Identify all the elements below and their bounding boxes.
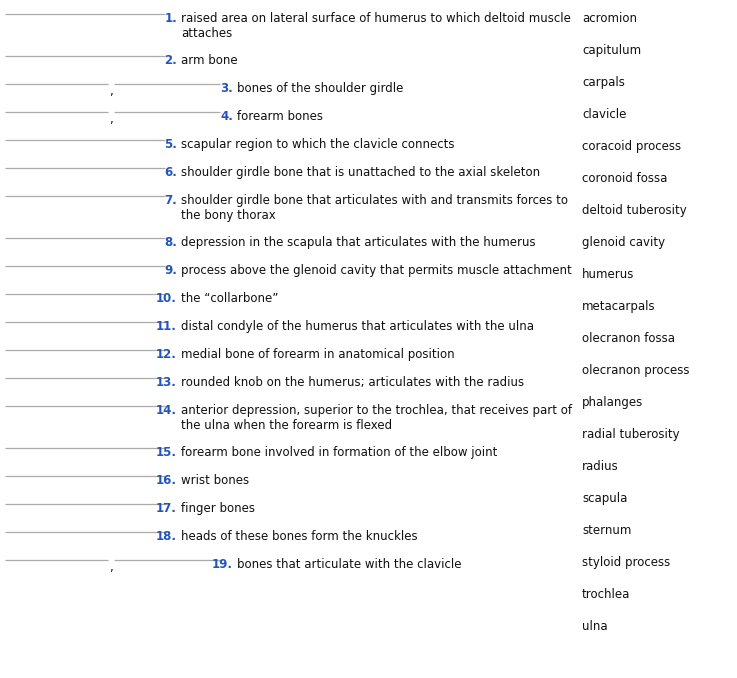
Text: radial tuberosity: radial tuberosity (582, 428, 680, 441)
Text: 1.: 1. (164, 12, 177, 25)
Text: metacarpals: metacarpals (582, 300, 656, 313)
Text: scapular region to which the clavicle connects: scapular region to which the clavicle co… (181, 138, 455, 151)
Text: raised area on lateral surface of humerus to which deltoid muscle
attaches: raised area on lateral surface of humeru… (181, 12, 571, 40)
Text: ,: , (109, 85, 113, 98)
Text: radius: radius (582, 460, 619, 473)
Text: 10.: 10. (156, 292, 177, 305)
Text: 14.: 14. (156, 404, 177, 417)
Text: forearm bone involved in formation of the elbow joint: forearm bone involved in formation of th… (181, 446, 497, 459)
Text: wrist bones: wrist bones (181, 474, 249, 487)
Text: trochlea: trochlea (582, 588, 630, 601)
Text: ,: , (109, 113, 113, 126)
Text: 15.: 15. (156, 446, 177, 459)
Text: finger bones: finger bones (181, 502, 255, 515)
Text: shoulder girdle bone that articulates with and transmits forces to
the bony thor: shoulder girdle bone that articulates wi… (181, 194, 568, 222)
Text: process above the glenoid cavity that permits muscle attachment: process above the glenoid cavity that pe… (181, 264, 572, 277)
Text: depression in the scapula that articulates with the humerus: depression in the scapula that articulat… (181, 236, 536, 249)
Text: deltoid tuberosity: deltoid tuberosity (582, 204, 687, 217)
Text: coracoid process: coracoid process (582, 140, 681, 153)
Text: 6.: 6. (164, 166, 177, 179)
Text: capitulum: capitulum (582, 44, 641, 57)
Text: forearm bones: forearm bones (237, 110, 323, 123)
Text: 4.: 4. (220, 110, 233, 123)
Text: rounded knob on the humerus; articulates with the radius: rounded knob on the humerus; articulates… (181, 376, 524, 389)
Text: 16.: 16. (156, 474, 177, 487)
Text: distal condyle of the humerus that articulates with the ulna: distal condyle of the humerus that artic… (181, 320, 534, 333)
Text: 9.: 9. (164, 264, 177, 277)
Text: 18.: 18. (156, 530, 177, 543)
Text: 2.: 2. (164, 54, 177, 67)
Text: 12.: 12. (156, 348, 177, 361)
Text: anterior depression, superior to the trochlea, that receives part of
the ulna wh: anterior depression, superior to the tro… (181, 404, 572, 432)
Text: olecranon fossa: olecranon fossa (582, 332, 675, 345)
Text: olecranon process: olecranon process (582, 364, 690, 377)
Text: medial bone of forearm in anatomical position: medial bone of forearm in anatomical pos… (181, 348, 455, 361)
Text: humerus: humerus (582, 268, 635, 281)
Text: sternum: sternum (582, 524, 632, 537)
Text: heads of these bones form the knuckles: heads of these bones form the knuckles (181, 530, 418, 543)
Text: 11.: 11. (156, 320, 177, 333)
Text: 8.: 8. (164, 236, 177, 249)
Text: clavicle: clavicle (582, 108, 626, 121)
Text: carpals: carpals (582, 76, 625, 89)
Text: scapula: scapula (582, 492, 627, 505)
Text: 19.: 19. (212, 558, 233, 571)
Text: styloid process: styloid process (582, 556, 670, 569)
Text: bones that articulate with the clavicle: bones that articulate with the clavicle (237, 558, 461, 571)
Text: phalanges: phalanges (582, 396, 643, 409)
Text: 7.: 7. (164, 194, 177, 207)
Text: shoulder girdle bone that is unattached to the axial skeleton: shoulder girdle bone that is unattached … (181, 166, 540, 179)
Text: the “collarbone”: the “collarbone” (181, 292, 279, 305)
Text: 17.: 17. (156, 502, 177, 515)
Text: coronoid fossa: coronoid fossa (582, 172, 668, 185)
Text: ulna: ulna (582, 620, 607, 633)
Text: 13.: 13. (156, 376, 177, 389)
Text: ,: , (109, 561, 113, 574)
Text: 3.: 3. (220, 82, 233, 95)
Text: glenoid cavity: glenoid cavity (582, 236, 665, 249)
Text: arm bone: arm bone (181, 54, 237, 67)
Text: bones of the shoulder girdle: bones of the shoulder girdle (237, 82, 403, 95)
Text: 5.: 5. (164, 138, 177, 151)
Text: acromion: acromion (582, 12, 637, 25)
